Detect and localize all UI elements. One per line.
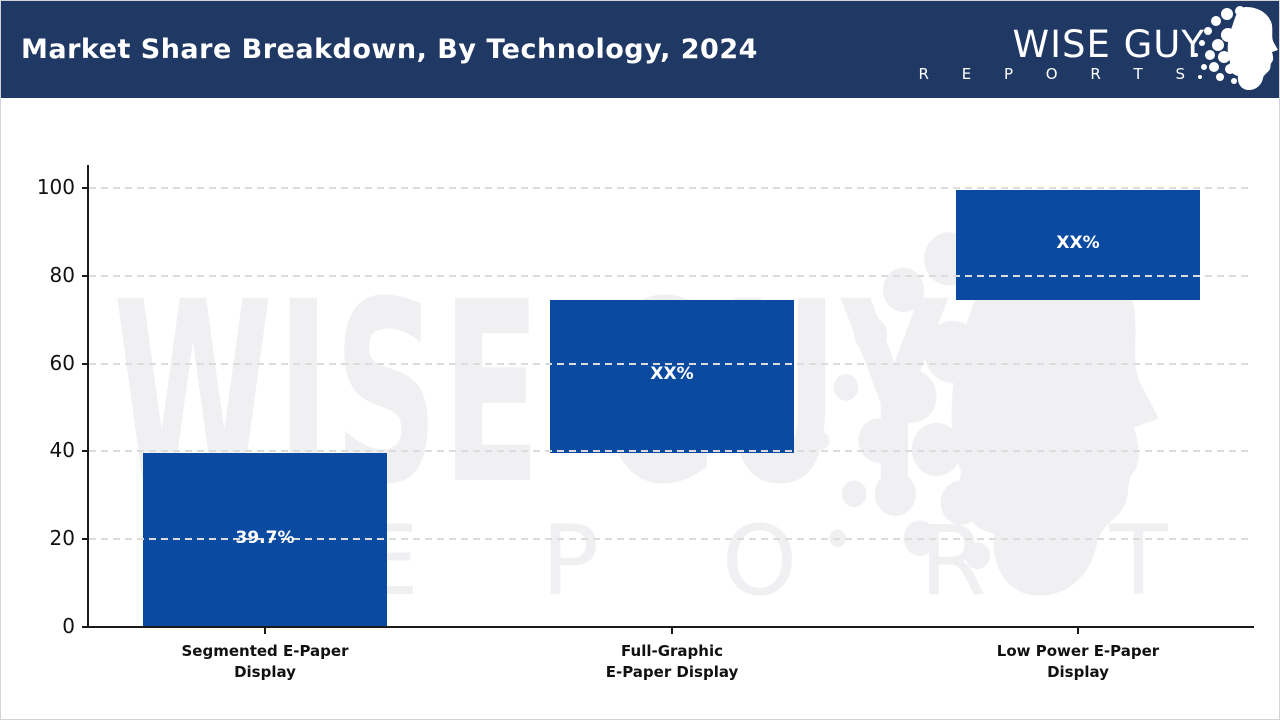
y-tick-mark: [82, 274, 89, 277]
category-label-line: E-Paper Display: [605, 663, 739, 681]
x-tick-mark: [264, 628, 266, 634]
y-axis-line: [87, 165, 89, 628]
category-label-line: Low Power E-Paper: [996, 642, 1160, 660]
y-tick-label: 60: [49, 350, 75, 375]
y-gridline: [89, 362, 1253, 365]
y-tick-mark: [82, 626, 89, 628]
y-tick-label: 0: [62, 614, 75, 638]
y-tick-mark: [82, 187, 89, 189]
y-tick-label: 100: [36, 175, 75, 199]
x-axis-line: [87, 626, 1254, 628]
chart-bar: [550, 299, 794, 453]
category-label-line: Full-Graphic: [621, 642, 723, 660]
category-label-line: Display: [1047, 663, 1109, 681]
wise-guy-reports-logo: WISE GUY R E P O R T S: [919, 1, 1278, 98]
y-tick-mark: [82, 450, 89, 453]
logo-reports-text: R E P O R T S: [918, 65, 1199, 83]
bar-value-label: XX%: [650, 364, 694, 385]
chart-bar: [956, 190, 1200, 300]
x-tick-mark: [671, 628, 673, 634]
y-gridline: [89, 538, 1253, 541]
logo-face-dots-icon: [1194, 6, 1278, 90]
page-title: Market Share Breakdown, By Technology, 2…: [21, 34, 758, 65]
y-tick-mark: [82, 538, 89, 541]
y-tick-label: 80: [49, 262, 75, 287]
x-tick-mark: [1077, 628, 1079, 634]
category-label: Low Power E-Paper Display: [928, 641, 1228, 683]
y-gridline: [89, 274, 1253, 277]
header-bar: Market Share Breakdown, By Technology, 2…: [1, 1, 1279, 98]
y-tick-label: 20: [49, 526, 75, 551]
category-label-line: Display: [234, 663, 296, 681]
bar-value-label: XX%: [1056, 233, 1100, 254]
y-tick-mark: [82, 362, 89, 365]
logo-wise-guy-text: WISE GUY: [1012, 23, 1205, 66]
bar-value-label: 39.7%: [235, 527, 295, 548]
y-gridline: [89, 187, 1253, 189]
category-label-line: Segmented E-Paper: [181, 642, 349, 660]
y-tick-label: 40: [49, 438, 75, 463]
y-gridline: [89, 450, 1253, 453]
category-label: Segmented E-Paper Display: [115, 641, 415, 683]
category-label: Full-Graphic E-Paper Display: [522, 641, 822, 683]
